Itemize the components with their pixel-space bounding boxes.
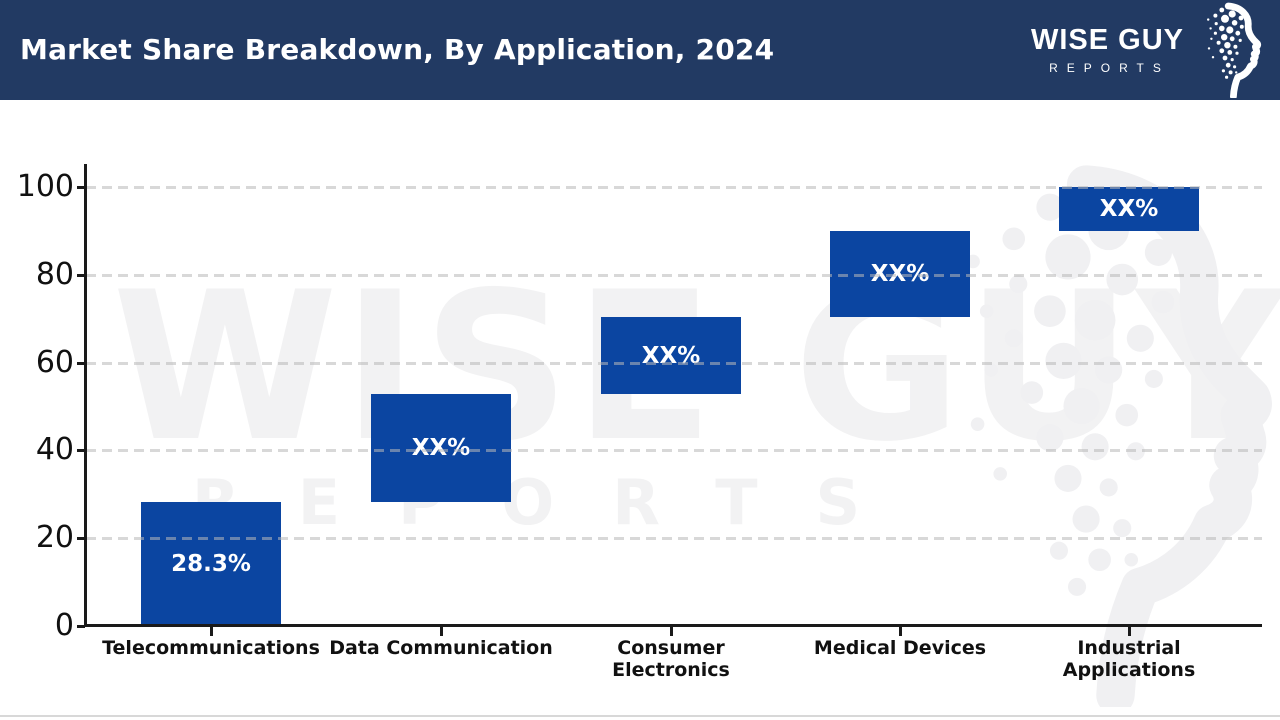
gridline [86, 537, 1262, 541]
x-tick-label: Telecommunications [102, 637, 320, 659]
logo-sub-wordmark: REPORTS [1049, 60, 1170, 75]
x-tick-label: Medical Devices [813, 637, 987, 659]
bar-value-label: 28.3% [171, 550, 251, 577]
y-tick-label: 20 [35, 520, 74, 556]
head-profile-icon [1178, 2, 1272, 98]
y-tick [77, 625, 85, 628]
bar: XX% [601, 316, 741, 395]
bottom-divider [0, 715, 1280, 717]
logo-wordmark: WISE GUY [1030, 23, 1184, 56]
x-axis-line [84, 624, 1262, 627]
x-tick-label: Industrial Applications [1062, 637, 1196, 681]
gridline [86, 186, 1262, 189]
x-tick [899, 627, 902, 636]
y-tick [77, 361, 85, 365]
bar: XX% [371, 394, 511, 502]
logo-text: WISE GUY REPORTS [1030, 23, 1184, 75]
y-tick [77, 537, 85, 541]
wise-guy-logo: WISE GUY REPORTS [1031, 0, 1272, 100]
y-tick-label: 40 [35, 432, 74, 468]
y-tick-label: 0 [54, 608, 74, 643]
y-tick [77, 273, 85, 277]
watermark-reports: REPORTS [192, 466, 919, 539]
gridline [86, 273, 1262, 277]
header-bar: Market Share Breakdown, By Application, … [0, 0, 1280, 100]
x-tick-label: Consumer Electronics [612, 637, 730, 681]
x-tick [670, 627, 673, 636]
x-tick [440, 627, 443, 636]
gridline [86, 361, 1262, 365]
y-tick [77, 449, 85, 453]
y-tick-label: 80 [35, 256, 74, 292]
y-axis-line [84, 164, 87, 627]
bar-value-label: XX% [1099, 195, 1159, 222]
bar: XX% [1059, 187, 1199, 231]
gridline [86, 449, 1262, 453]
y-tick-label: 60 [35, 344, 74, 380]
bar: 28.3% [141, 501, 281, 626]
y-tick-label: 100 [16, 169, 74, 204]
page-title: Market Share Breakdown, By Application, … [20, 32, 775, 66]
y-tick [77, 186, 85, 189]
bar-value-label: XX% [641, 342, 701, 369]
x-tick [1128, 627, 1131, 636]
x-tick [210, 627, 213, 636]
chart-area: WISE GUY REPORTS 0 20 40 60 80 100 28.3% Teleco… [0, 100, 1280, 720]
bar-value-label: XX% [411, 434, 471, 461]
x-tick-label: Data Communication [329, 637, 553, 659]
